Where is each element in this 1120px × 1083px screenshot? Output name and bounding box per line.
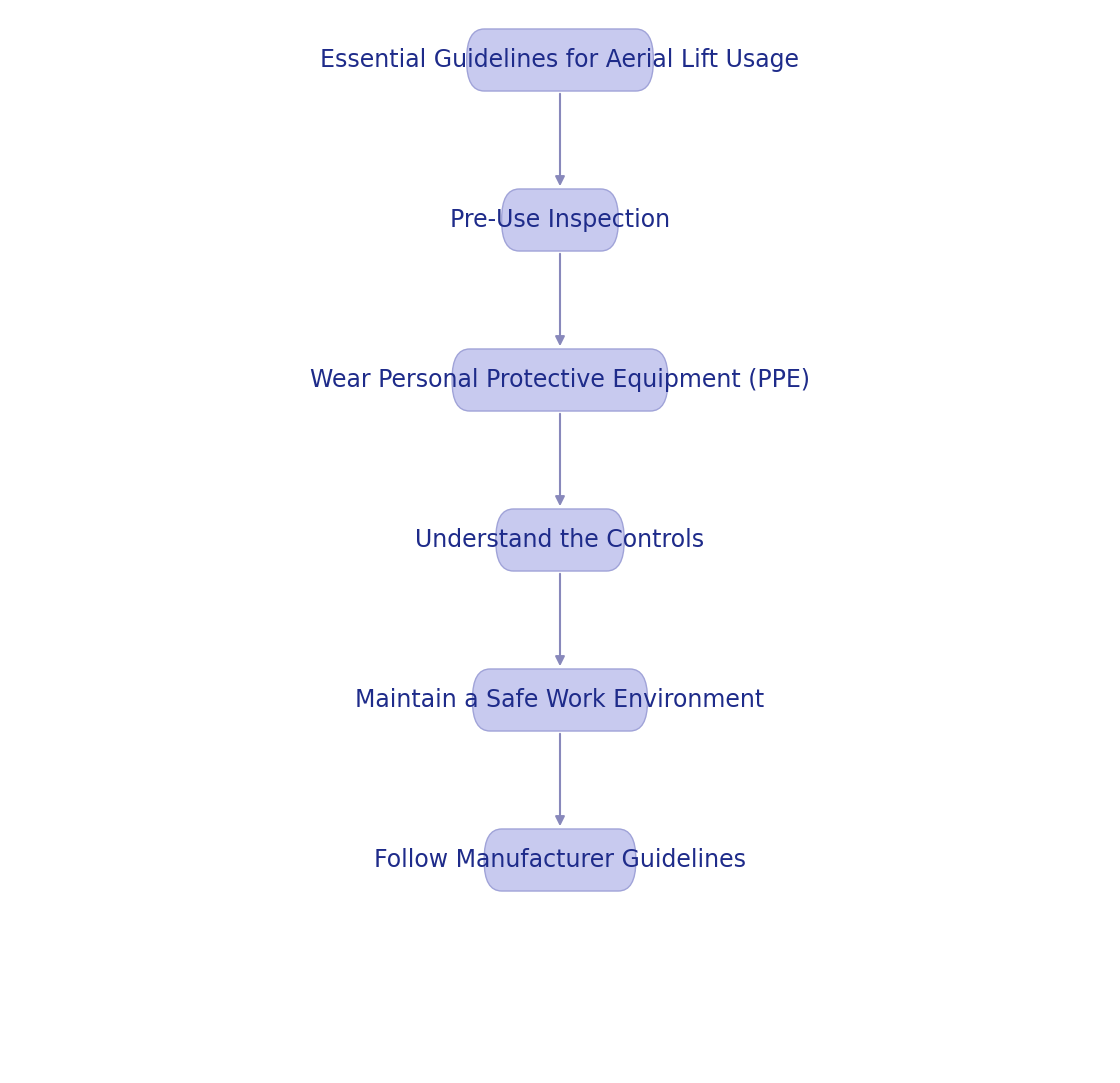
FancyBboxPatch shape [484,828,636,891]
FancyBboxPatch shape [473,669,647,731]
Text: Maintain a Safe Work Environment: Maintain a Safe Work Environment [355,688,765,712]
Text: Essential Guidelines for Aerial Lift Usage: Essential Guidelines for Aerial Lift Usa… [320,48,800,71]
FancyBboxPatch shape [467,29,653,91]
FancyBboxPatch shape [502,190,618,251]
Text: Understand the Controls: Understand the Controls [416,529,704,552]
Text: Wear Personal Protective Equipment (PPE): Wear Personal Protective Equipment (PPE) [310,368,810,392]
FancyBboxPatch shape [452,349,668,412]
Text: Follow Manufacturer Guidelines: Follow Manufacturer Guidelines [374,848,746,872]
Text: Pre-Use Inspection: Pre-Use Inspection [450,208,670,232]
FancyBboxPatch shape [496,509,624,571]
